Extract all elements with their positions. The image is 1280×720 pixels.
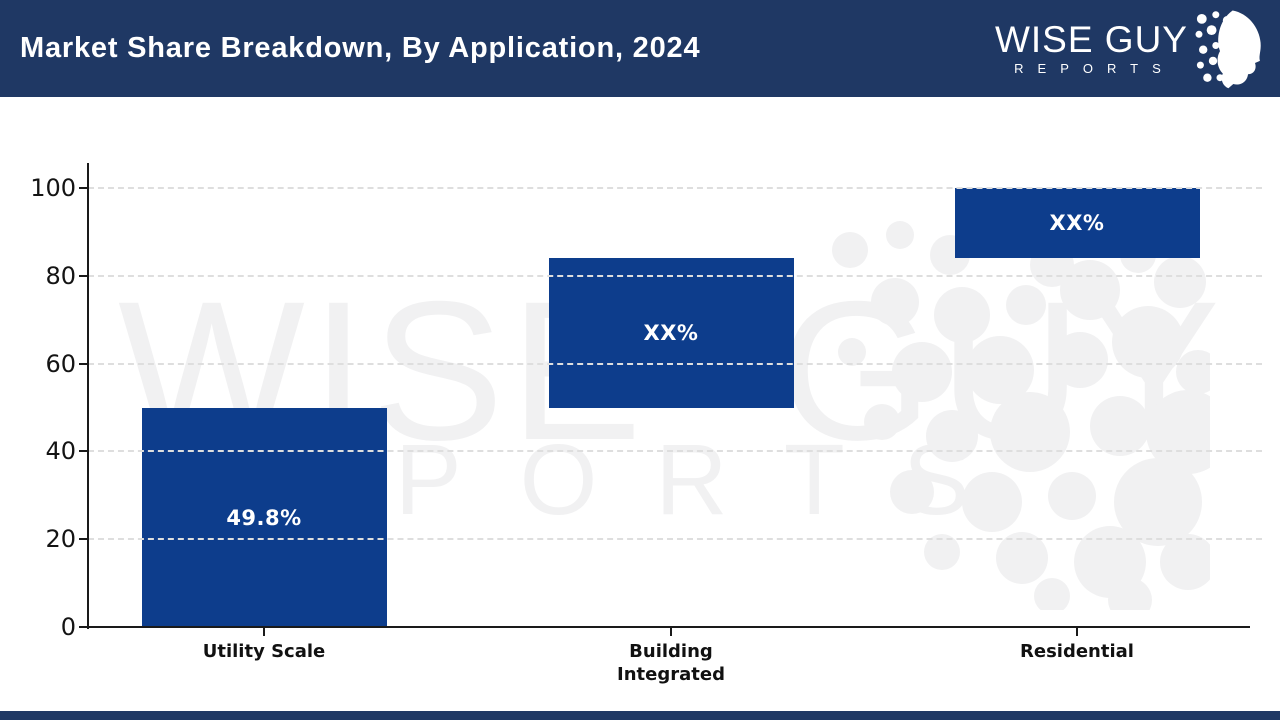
x-category-label-2: Building Integrated (617, 641, 725, 685)
y-tick-60 (79, 362, 88, 365)
y-tick-100 (79, 187, 88, 189)
brand-name: WISE GUY (994, 19, 1188, 60)
bar-value-label-2: XX% (643, 321, 699, 346)
bar-1: 49.8% (141, 408, 387, 627)
gridline-20 (88, 538, 1262, 541)
y-tick-label-100: 100 (30, 174, 76, 202)
y-tick-0 (79, 626, 88, 628)
bar-2: XX% (548, 258, 794, 409)
x-axis-line (87, 626, 1250, 628)
bar-value-label-1: 49.8% (226, 505, 302, 530)
y-tick-label-60: 60 (45, 349, 76, 378)
bar-3: XX% (954, 188, 1200, 259)
brand-logo: WISE GUY REPORTS (995, 9, 1262, 89)
chart-title: Market Share Breakdown, By Application, … (20, 32, 701, 64)
y-tick-label-0: 0 (60, 613, 76, 641)
x-tick-3 (1076, 628, 1078, 636)
y-tick-label-20: 20 (45, 525, 76, 554)
gridline-40 (88, 450, 1262, 453)
x-tick-2 (670, 628, 672, 636)
footer-bar (0, 711, 1280, 720)
brand-logo-text: WISE GUY REPORTS (995, 21, 1188, 76)
y-tick-label-80: 80 (45, 261, 76, 290)
y-tick-20 (79, 538, 88, 541)
gridline-100 (88, 187, 1262, 189)
gridline-60 (88, 362, 1262, 365)
brand-subname: REPORTS (1014, 61, 1175, 76)
gridline-80 (88, 274, 1262, 277)
brand-face-icon (1192, 9, 1262, 89)
y-tick-80 (79, 274, 88, 277)
y-axis-line (87, 163, 89, 629)
x-category-label-1: Utility Scale (202, 641, 326, 662)
header-bar: Market Share Breakdown, By Application, … (0, 0, 1280, 97)
y-tick-label-40: 40 (45, 437, 76, 466)
y-tick-40 (79, 450, 88, 453)
x-category-label-3: Residential (1020, 641, 1134, 662)
bar-value-label-3: XX% (1049, 211, 1105, 236)
x-tick-1 (263, 628, 265, 636)
